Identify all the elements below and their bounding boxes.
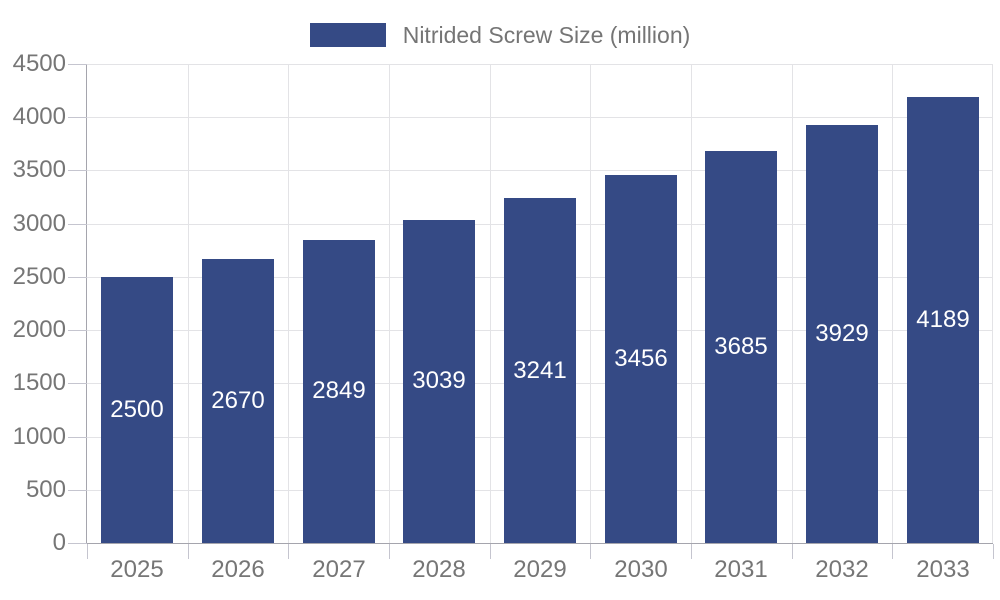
y-axis-tick-label: 4000	[12, 103, 66, 130]
y-axis-tick-mark	[68, 490, 87, 491]
x-axis-tick-mark	[288, 544, 289, 559]
x-axis-tick-label: 2030	[614, 556, 668, 583]
v-gridline	[792, 64, 793, 543]
x-axis-tick-mark	[188, 544, 189, 559]
y-axis-tick-label: 500	[25, 476, 66, 503]
x-axis-tick-label: 2025	[110, 556, 164, 583]
y-axis-tick-mark	[68, 224, 87, 225]
x-axis-tick-mark	[87, 544, 88, 559]
y-axis-tick-label: 2000	[12, 316, 66, 343]
v-gridline	[992, 64, 993, 543]
x-axis-tick-label: 2028	[412, 556, 466, 583]
x-axis-tick-label: 2029	[513, 556, 567, 583]
legend-swatch	[309, 23, 386, 47]
bar-value-label: 3929	[815, 320, 869, 347]
v-gridline	[691, 64, 692, 543]
x-axis-tick-label: 2026	[211, 556, 265, 583]
v-gridline	[288, 64, 289, 543]
y-axis-tick-mark	[68, 170, 87, 171]
y-axis-tick-mark	[68, 383, 87, 384]
bar[interactable]	[605, 175, 677, 543]
x-axis-tick-mark	[590, 544, 591, 559]
x-axis-tick-label: 2031	[714, 556, 768, 583]
h-gridline	[87, 64, 993, 65]
bar[interactable]	[403, 220, 475, 543]
y-axis-tick-mark	[68, 277, 87, 278]
bar-value-label: 4189	[916, 306, 970, 333]
x-axis-tick-label: 2033	[916, 556, 970, 583]
y-axis-tick-mark	[68, 64, 87, 65]
y-axis-tick-label: 4500	[12, 50, 66, 77]
bar[interactable]	[101, 277, 173, 543]
y-axis-tick-mark	[68, 543, 87, 544]
x-axis-tick-mark	[892, 544, 893, 559]
y-axis-tick-mark	[68, 117, 87, 118]
y-axis-tick-label: 1000	[12, 423, 66, 450]
v-gridline	[188, 64, 189, 543]
x-axis-tick-mark	[691, 544, 692, 559]
bar-value-label: 3039	[412, 367, 466, 394]
y-axis-tick-label: 2500	[12, 263, 66, 290]
plot-area: 2500 2670 2849 3039 3241 3456 3685 3929 4189	[86, 64, 993, 544]
bar-value-label: 3456	[614, 345, 668, 372]
bar-value-label: 2849	[312, 377, 366, 404]
h-gridline	[87, 170, 993, 171]
legend-label: Nitrided Screw Size (million)	[402, 22, 691, 48]
v-gridline	[389, 64, 390, 543]
v-gridline	[490, 64, 491, 543]
bar[interactable]	[907, 97, 979, 543]
v-gridline	[892, 64, 893, 543]
x-axis-tick-label: 2027	[312, 556, 366, 583]
bar-value-label: 3241	[513, 357, 567, 384]
bar-value-label: 2670	[211, 387, 265, 414]
h-gridline	[87, 117, 993, 118]
x-axis-tick-mark	[993, 544, 994, 559]
y-axis-tick-label: 3500	[12, 156, 66, 183]
y-axis-tick-mark	[68, 330, 87, 331]
bar[interactable]	[705, 151, 777, 543]
legend[interactable]: Nitrided Screw Size (million)	[0, 23, 1000, 47]
bar-value-label: 3685	[714, 333, 768, 360]
bar-value-label: 2500	[110, 396, 164, 423]
x-axis-tick-mark	[389, 544, 390, 559]
bar[interactable]	[504, 198, 576, 543]
v-gridline	[590, 64, 591, 543]
bar[interactable]	[303, 240, 375, 543]
x-axis-tick-mark	[490, 544, 491, 559]
y-axis-tick-mark	[68, 437, 87, 438]
bar[interactable]	[202, 259, 274, 543]
y-axis-tick-label: 3000	[12, 210, 66, 237]
y-axis-tick-label: 0	[52, 529, 66, 556]
bar[interactable]	[806, 125, 878, 543]
x-axis-tick-mark	[792, 544, 793, 559]
x-axis-tick-label: 2032	[815, 556, 869, 583]
y-axis-tick-label: 1500	[12, 369, 66, 396]
